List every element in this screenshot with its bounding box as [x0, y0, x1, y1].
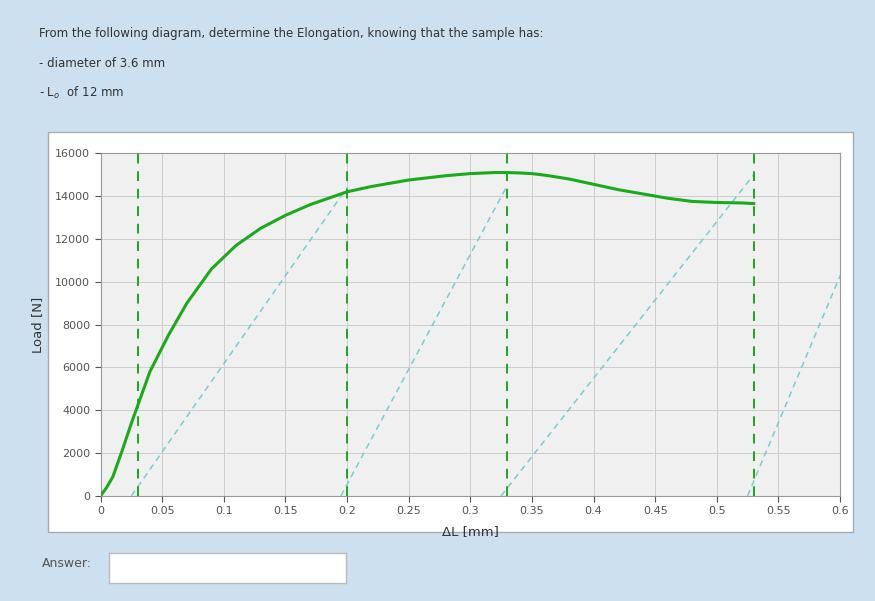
Text: - L$_o$  of 12 mm: - L$_o$ of 12 mm	[39, 85, 124, 102]
Text: - diameter of 3.6 mm: - diameter of 3.6 mm	[39, 57, 165, 70]
Y-axis label: Load [N]: Load [N]	[31, 296, 44, 353]
Text: From the following diagram, determine the Elongation, knowing that the sample ha: From the following diagram, determine th…	[39, 27, 544, 40]
X-axis label: ΔL [mm]: ΔL [mm]	[442, 525, 499, 537]
Text: Answer:: Answer:	[42, 557, 92, 570]
